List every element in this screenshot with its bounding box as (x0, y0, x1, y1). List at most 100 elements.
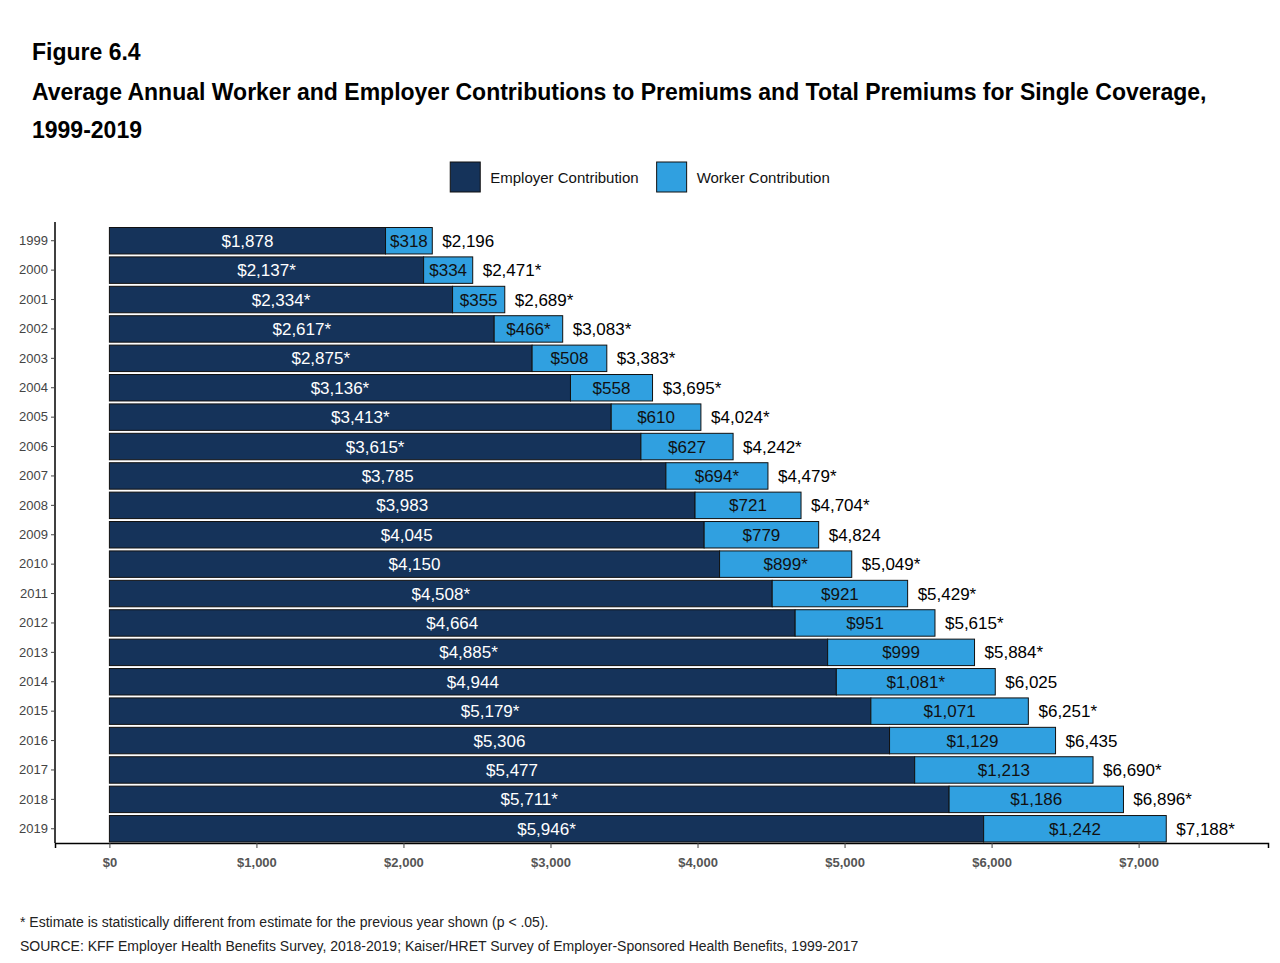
bar (836, 669, 995, 695)
footnote: SOURCE: KFF Employer Health Benefits Sur… (20, 938, 859, 954)
data-label: $3,413* (331, 408, 390, 427)
data-label: $558 (593, 379, 631, 398)
bar (890, 727, 1056, 753)
data-label: $4,944 (447, 673, 499, 692)
total-label: $4,024* (711, 408, 770, 427)
y-tick: 2015 (19, 703, 55, 718)
y-tick-mark (51, 711, 55, 712)
y-tick-label: 2003 (19, 350, 48, 365)
y-tick-mark (51, 240, 55, 241)
y-tick: 2016 (19, 733, 55, 748)
total-label: $6,896* (1133, 790, 1192, 809)
data-label: $355 (460, 291, 498, 310)
bar (109, 551, 719, 577)
x-tick-label: $6,000 (972, 855, 1012, 870)
y-tick-label: 2011 (20, 586, 48, 601)
bar (109, 375, 570, 401)
bar (109, 639, 827, 665)
y-tick-label: 2004 (19, 380, 48, 395)
chart: Figure 6.4 Average Annual Worker and Empl… (0, 0, 1280, 963)
subtitle-line: 1999-2019 (32, 117, 142, 143)
total-label: $3,383* (617, 349, 676, 368)
y-tick: 2010 (19, 556, 55, 571)
bar (109, 522, 704, 548)
y-tick-label: 2001 (19, 292, 48, 307)
total-label: $4,479* (778, 467, 837, 486)
bar (109, 257, 423, 283)
y-tick-label: 2017 (19, 762, 48, 777)
y-tick: 1999 (19, 233, 55, 248)
y-tick-label: 2018 (19, 792, 48, 807)
y-tick-label: 2009 (19, 527, 48, 542)
data-label: $1,129 (947, 732, 999, 751)
bar (795, 610, 935, 636)
bar (109, 492, 695, 518)
subtitle: Average Annual Worker and Employer Contr… (32, 79, 1207, 143)
y-tick-mark (51, 505, 55, 506)
series-labels: $318$334$355$466*$508$558$610$627$694*$7… (390, 232, 1101, 839)
data-label: $1,878 (221, 232, 273, 251)
data-label: $5,179* (461, 702, 520, 721)
data-label: $1,081* (886, 673, 945, 692)
y-tick-label: 2000 (19, 262, 48, 277)
title: Figure 6.4 (32, 39, 141, 65)
y-tick-mark (51, 652, 55, 653)
bar (424, 257, 473, 283)
bar (532, 345, 607, 371)
x-tick-mark (992, 843, 993, 848)
y-tick: 2000 (19, 262, 55, 277)
y-tick: 2007 (19, 468, 55, 483)
y-tick-label: 2014 (19, 674, 48, 689)
x-axis: $0$1,000$2,000$3,000$4,000$5,000$6,000$7… (56, 843, 1269, 870)
bar (109, 404, 611, 430)
x-tick-label: $3,000 (531, 855, 571, 870)
y-tick-label: 2002 (19, 321, 48, 336)
y-tick: 2002 (19, 321, 55, 336)
y-tick: 2014 (19, 674, 55, 689)
bar (109, 610, 795, 636)
y-tick: 2008 (19, 498, 55, 513)
data-label: $610 (637, 408, 675, 427)
y-tick: 2011 (20, 586, 55, 601)
total-label: $2,196 (442, 232, 494, 251)
y-tick-label: 2019 (19, 821, 48, 836)
bar (109, 433, 641, 459)
bar (695, 492, 801, 518)
total-label: $6,690* (1103, 761, 1162, 780)
x-tick: $6,000 (972, 843, 1012, 870)
y-tick-mark (51, 564, 55, 565)
x-tick-mark (403, 843, 404, 848)
y-tick-mark (51, 740, 55, 741)
y-tick-mark (51, 417, 55, 418)
bar (109, 228, 385, 254)
y-tick: 2012 (19, 615, 55, 630)
data-label: $4,150 (388, 555, 440, 574)
x-tick-label: $2,000 (384, 855, 424, 870)
bar (666, 463, 768, 489)
total-label: $7,188* (1176, 820, 1235, 839)
data-label: $721 (729, 496, 767, 515)
legend-label: Employer Contribution (490, 169, 638, 186)
y-tick: 2018 (19, 792, 55, 807)
y-tick-label: 2013 (19, 645, 48, 660)
data-label: $921 (821, 585, 859, 604)
y-tick-mark (51, 328, 55, 329)
bar (109, 316, 494, 342)
x-tick-label: $7,000 (1119, 855, 1159, 870)
y-tick-mark (51, 299, 55, 300)
y-tick-label: 2010 (19, 556, 48, 571)
data-label: $5,306 (473, 732, 525, 751)
bar (871, 698, 1028, 724)
bar (611, 404, 701, 430)
data-label: $4,508* (411, 585, 470, 604)
bar (109, 698, 870, 724)
bar (720, 551, 852, 577)
y-tick-mark (51, 446, 55, 447)
total-label: $5,429* (918, 585, 977, 604)
x-tick-mark (550, 843, 551, 848)
total-label: $2,471* (483, 261, 542, 280)
bar (386, 228, 433, 254)
background (0, 0, 1280, 963)
footnote: * Estimate is statistically different fr… (20, 914, 548, 930)
y-tick-label: 2012 (19, 615, 48, 630)
